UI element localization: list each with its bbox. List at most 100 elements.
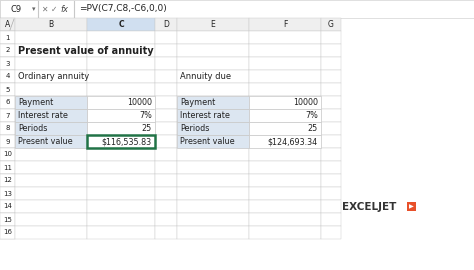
Bar [155,18,177,31]
Bar [15,109,87,122]
Bar [0,135,15,148]
Text: 25: 25 [142,124,152,133]
Bar [321,31,341,44]
Bar [155,109,177,122]
Bar [87,226,155,239]
Bar [155,70,177,83]
Text: Present value: Present value [18,137,73,146]
Bar [0,187,15,200]
Bar [15,96,87,109]
Bar [87,109,155,122]
Bar [0,200,15,213]
Text: F: F [283,20,287,29]
Bar [15,135,87,148]
Bar [87,200,155,213]
Bar [0,109,15,122]
Text: Interest rate: Interest rate [180,111,230,120]
Bar [321,174,341,187]
Bar [177,96,249,109]
Text: fx: fx [60,5,68,14]
Bar [0,70,15,83]
Bar [15,83,87,96]
Bar [87,122,155,135]
Text: Present value: Present value [180,137,235,146]
Bar [87,109,155,122]
Bar [249,148,321,161]
Text: 7: 7 [5,113,10,119]
Bar [15,96,87,109]
Bar [0,96,15,109]
Bar [87,31,155,44]
Bar [321,226,341,239]
Text: 13: 13 [3,191,12,197]
Bar [155,96,177,109]
Text: ▾: ▾ [32,6,36,12]
Bar [0,44,15,57]
Bar [15,44,87,57]
Bar [177,135,249,148]
Text: 4: 4 [5,73,9,79]
Bar [0,200,15,213]
Text: 1: 1 [5,35,10,40]
Bar [155,174,177,187]
Bar [249,44,321,57]
Bar [0,135,15,148]
Text: 7%: 7% [305,111,318,120]
Bar [177,18,249,31]
Text: Periods: Periods [180,124,210,133]
Text: C: C [118,20,124,29]
Bar [249,96,321,109]
Bar [0,122,15,135]
Bar [177,135,249,148]
Text: 5: 5 [5,86,9,93]
Text: ✓: ✓ [51,5,57,14]
Bar [177,174,249,187]
Bar [249,135,321,148]
Bar [0,148,15,161]
Bar [0,44,15,57]
Bar [249,135,321,148]
Bar [249,213,321,226]
Bar [321,135,341,148]
Bar [87,96,155,109]
Text: $124,693.34: $124,693.34 [268,137,318,146]
Bar [0,83,15,96]
Bar [0,18,15,31]
Bar [155,148,177,161]
Bar [249,187,321,200]
Bar [0,31,15,44]
Text: 3: 3 [5,60,10,66]
Bar [15,31,87,44]
Text: Periods: Periods [18,124,47,133]
Bar [177,31,249,44]
Bar [249,109,321,122]
Bar [321,200,341,213]
Bar [0,161,15,174]
Bar [15,57,87,70]
Bar [15,70,87,83]
Text: EXCELJET: EXCELJET [342,201,396,211]
Bar [15,135,87,148]
Bar [155,57,177,70]
Bar [0,226,15,239]
Bar [177,200,249,213]
Bar [177,122,249,135]
Text: Payment: Payment [180,98,215,107]
Bar [155,200,177,213]
Bar [177,213,249,226]
Bar [87,161,155,174]
Bar [15,122,87,135]
Bar [321,187,341,200]
Bar [87,187,155,200]
Bar [155,226,177,239]
Bar [177,109,249,122]
Bar [177,70,249,83]
Bar [321,70,341,83]
Bar [0,161,15,174]
Bar [155,83,177,96]
Bar [0,57,15,70]
Bar [15,200,87,213]
Bar [0,213,15,226]
Bar [177,83,249,96]
Bar [155,187,177,200]
